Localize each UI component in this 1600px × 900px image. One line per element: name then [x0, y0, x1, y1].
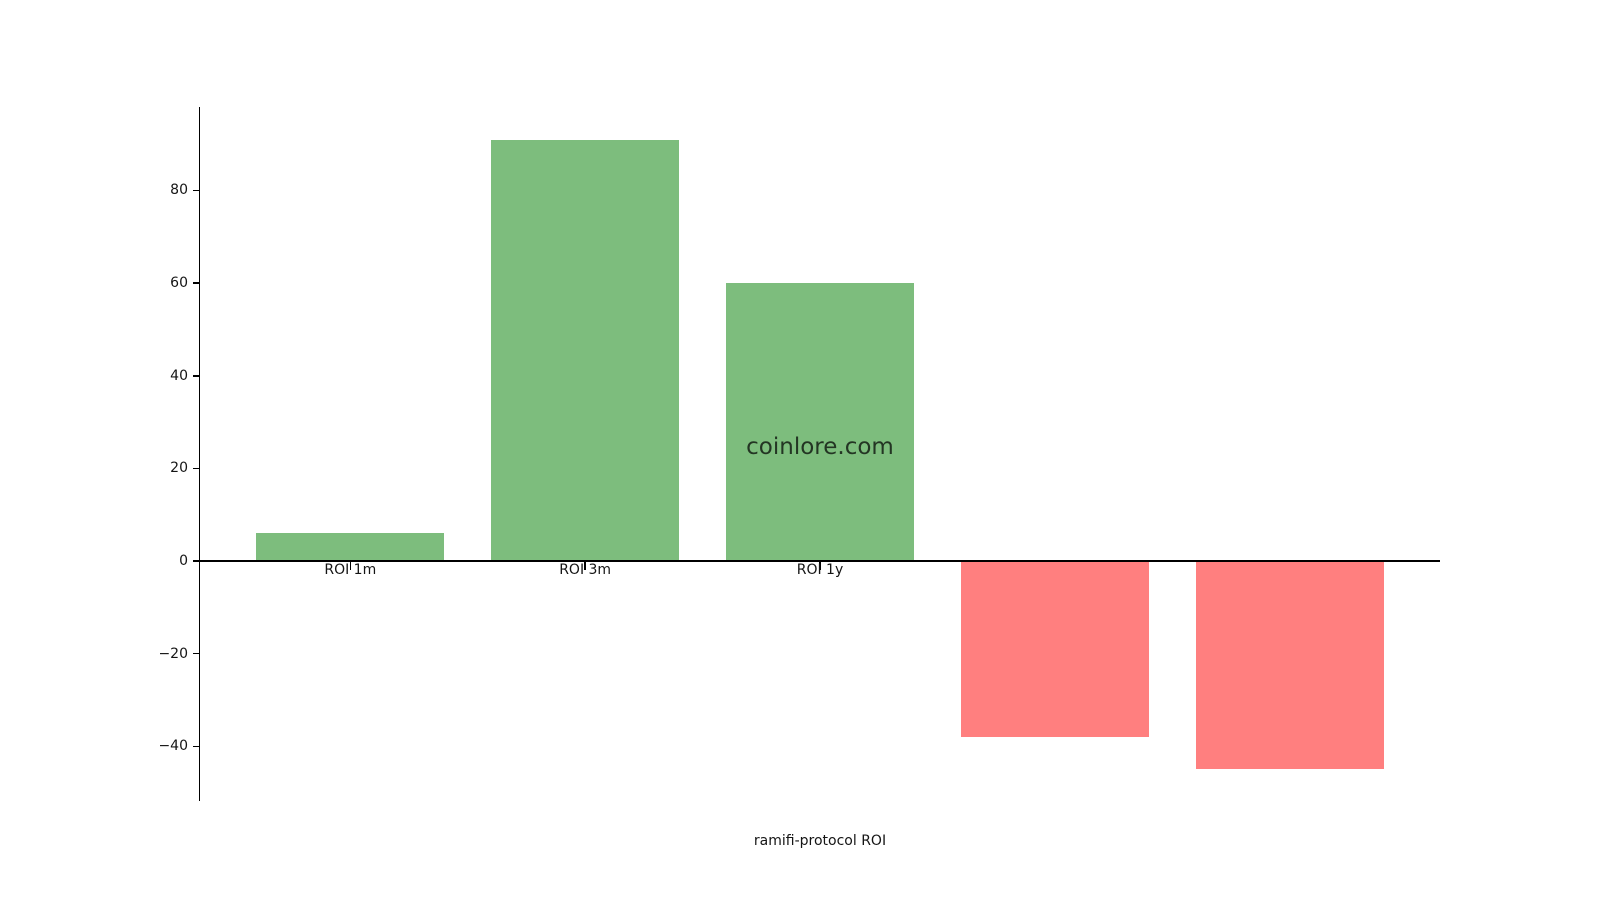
x-tick-label: ROI 3m: [559, 562, 612, 579]
y-tick: [193, 375, 200, 377]
x-axis-title: ramifi-protocol ROI: [753, 833, 887, 849]
y-tick: [193, 282, 200, 284]
y-tick-label: 40: [170, 367, 188, 384]
y-tick: [193, 189, 200, 192]
x-tick-label: ROI 1m: [324, 562, 377, 579]
y-tick: [193, 745, 200, 748]
bar-neg-5: [1195, 561, 1384, 770]
x-tick: [819, 561, 821, 571]
bar-roi-3m: [491, 139, 680, 562]
x-tick-label: ROI 1y: [796, 562, 844, 579]
y-axis-spine: [198, 107, 200, 801]
y-tick-label: −20: [158, 645, 188, 662]
bar-neg-4: [960, 561, 1149, 738]
y-tick-label: 20: [170, 460, 188, 477]
y-tick: [193, 560, 200, 562]
y-tick: [193, 652, 200, 655]
y-tick-label: 60: [170, 275, 188, 292]
watermark: coinlore.com: [746, 434, 894, 460]
bar-roi-1y: [726, 283, 914, 562]
y-tick: [193, 467, 200, 470]
x-tick: [349, 561, 352, 571]
y-tick-label: 80: [170, 182, 188, 199]
bar-roi-1m: [256, 533, 445, 562]
y-tick-label: 0: [179, 553, 188, 570]
x-tick: [584, 561, 586, 571]
y-tick-label: −40: [158, 738, 188, 755]
